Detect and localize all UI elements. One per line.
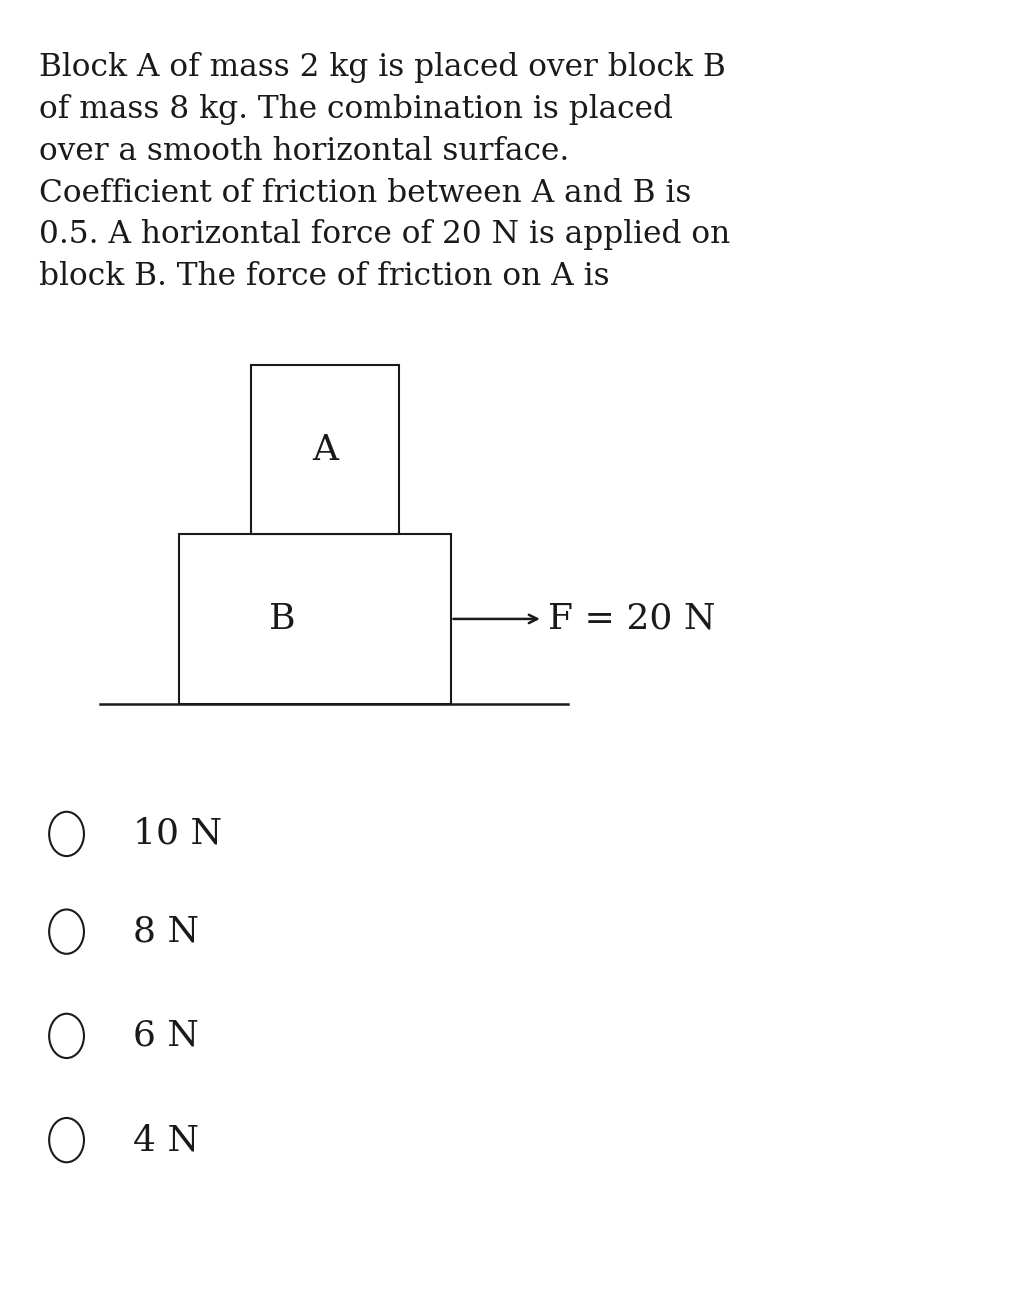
Text: 8 N: 8 N bbox=[133, 915, 200, 949]
Text: Block A of mass 2 kg is placed over block B
of mass 8 kg. The combination is pla: Block A of mass 2 kg is placed over bloc… bbox=[39, 52, 730, 292]
Bar bbox=[179, 534, 451, 704]
Bar bbox=[251, 365, 399, 534]
Text: 10 N: 10 N bbox=[133, 817, 222, 851]
Text: 6 N: 6 N bbox=[133, 1019, 199, 1053]
Text: F = 20 N: F = 20 N bbox=[548, 602, 716, 636]
Text: B: B bbox=[269, 602, 296, 636]
Text: 4 N: 4 N bbox=[133, 1123, 200, 1157]
Text: A: A bbox=[312, 433, 338, 466]
